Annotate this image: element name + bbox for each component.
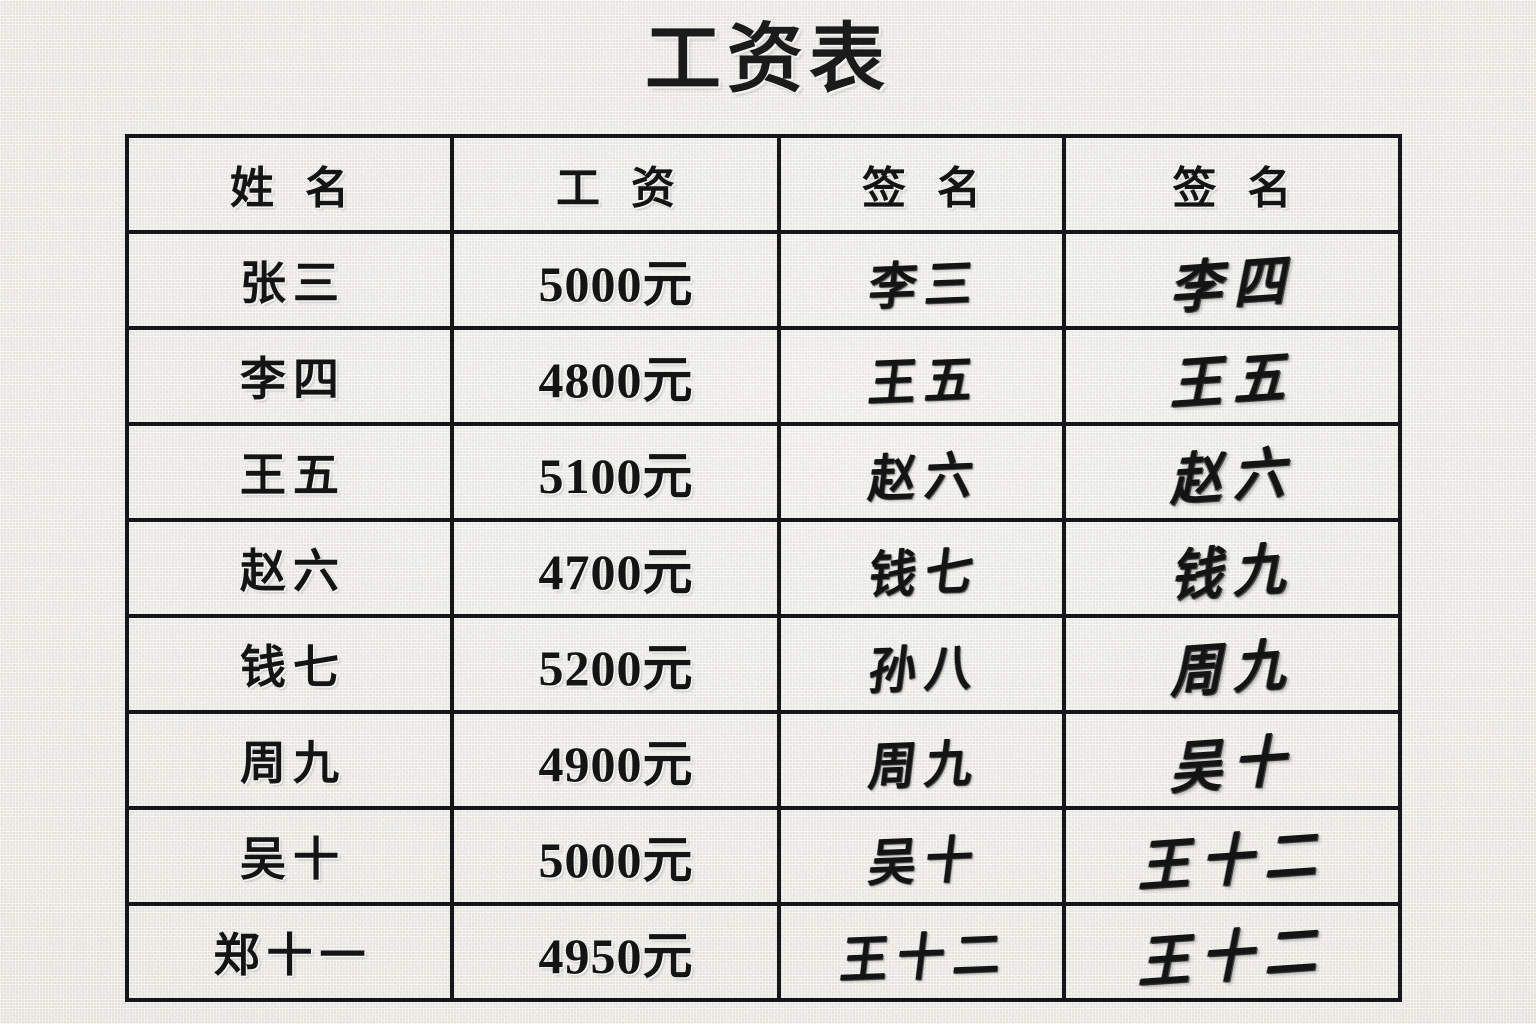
table-row: 李四 4800元 王五 王五: [125, 326, 1402, 426]
cell-name: 周九: [125, 710, 454, 810]
table-header-row: 姓 名 工 资 签 名 签 名: [125, 134, 1402, 234]
cell-signature-2-ink: 王十二: [1135, 819, 1339, 900]
cell-signature-1-ink: 钱七: [865, 541, 986, 606]
cell-signature-1-ink: 吴十: [865, 829, 986, 894]
cell-name: 钱七: [125, 614, 454, 714]
cell-signature-1: 赵六: [777, 422, 1066, 522]
cell-signature-2: 周九: [1062, 614, 1402, 714]
column-header-signature-2: 签 名: [1062, 134, 1402, 234]
cell-salary: 4800元: [450, 326, 781, 426]
table-row: 郑十一 4950元 王十二 王十二: [125, 902, 1402, 1002]
cell-signature-1-ink: 王五: [865, 349, 986, 414]
table-header: 姓 名 工 资 签 名 签 名: [125, 134, 1402, 234]
cell-signature-2-ink: 赵六: [1167, 437, 1307, 514]
cell-signature-1-ink: 孙八: [865, 637, 986, 702]
cell-salary: 5100元: [450, 422, 781, 522]
cell-salary: 4700元: [450, 518, 781, 618]
cell-signature-2: 李四: [1062, 230, 1402, 330]
cell-signature-1: 王五: [777, 326, 1066, 426]
cell-signature-2-ink: 吴十: [1167, 725, 1307, 802]
cell-salary: 5200元: [450, 614, 781, 714]
cell-signature-2-ink: 周九: [1167, 629, 1307, 706]
table-row: 钱七 5200元 孙八 周九: [125, 614, 1402, 714]
column-header-salary: 工 资: [450, 134, 781, 234]
cell-name: 郑十一: [125, 902, 454, 1002]
cell-signature-2-ink: 钱九: [1167, 533, 1307, 610]
column-header-signature-1: 签 名: [777, 134, 1066, 234]
cell-signature-2: 王五: [1062, 326, 1402, 426]
cell-signature-1-ink: 李三: [865, 253, 986, 318]
cell-signature-2: 王十二: [1062, 902, 1402, 1002]
cell-name: 王五: [125, 422, 454, 522]
cell-signature-1: 周九: [777, 710, 1066, 810]
cell-signature-1: 吴十: [777, 806, 1066, 906]
table-body: 张三 5000元 李三 李四 李四 4800元 王五 王五 王五 5100元 赵六 赵六 赵六 4700元…: [125, 230, 1402, 1002]
table-row: 张三 5000元 李三 李四: [125, 230, 1402, 330]
table-row: 周九 4900元 周九 吴十: [125, 710, 1402, 810]
cell-signature-1: 钱七: [777, 518, 1066, 618]
cell-salary: 4900元: [450, 710, 781, 810]
cell-signature-2-ink: 王十二: [1135, 915, 1339, 996]
cell-signature-1: 李三: [777, 230, 1066, 330]
cell-signature-2-ink: 李四: [1167, 245, 1307, 322]
table-row: 王五 5100元 赵六 赵六: [125, 422, 1402, 522]
cell-name: 张三: [125, 230, 454, 330]
cell-signature-1-ink: 赵六: [865, 445, 986, 510]
table-row: 赵六 4700元 钱七 钱九: [125, 518, 1402, 618]
table-row: 吴十 5000元 吴十 王十二: [125, 806, 1402, 906]
salary-table: 姓 名 工 资 签 名 签 名 张三 5000元 李三 李四 李四 4800元 王五 王五 王五…: [125, 134, 1402, 1002]
page-title: 工资表: [645, 18, 891, 102]
cell-signature-1-ink: 王十二: [837, 924, 1014, 991]
cell-signature-1: 王十二: [777, 902, 1066, 1002]
cell-signature-2: 赵六: [1062, 422, 1402, 522]
cell-salary: 5000元: [450, 806, 781, 906]
cell-signature-1: 孙八: [777, 614, 1066, 714]
cell-signature-1-ink: 周九: [865, 733, 986, 798]
cell-salary: 5000元: [450, 230, 781, 330]
cell-signature-2: 钱九: [1062, 518, 1402, 618]
column-header-name: 姓 名: [125, 134, 454, 234]
cell-name: 吴十: [125, 806, 454, 906]
cell-name: 赵六: [125, 518, 454, 618]
cell-signature-2: 王十二: [1062, 806, 1402, 906]
cell-signature-2: 吴十: [1062, 710, 1402, 810]
cell-salary: 4950元: [450, 902, 781, 1002]
cell-signature-2-ink: 王五: [1167, 341, 1307, 418]
cell-name: 李四: [125, 326, 454, 426]
